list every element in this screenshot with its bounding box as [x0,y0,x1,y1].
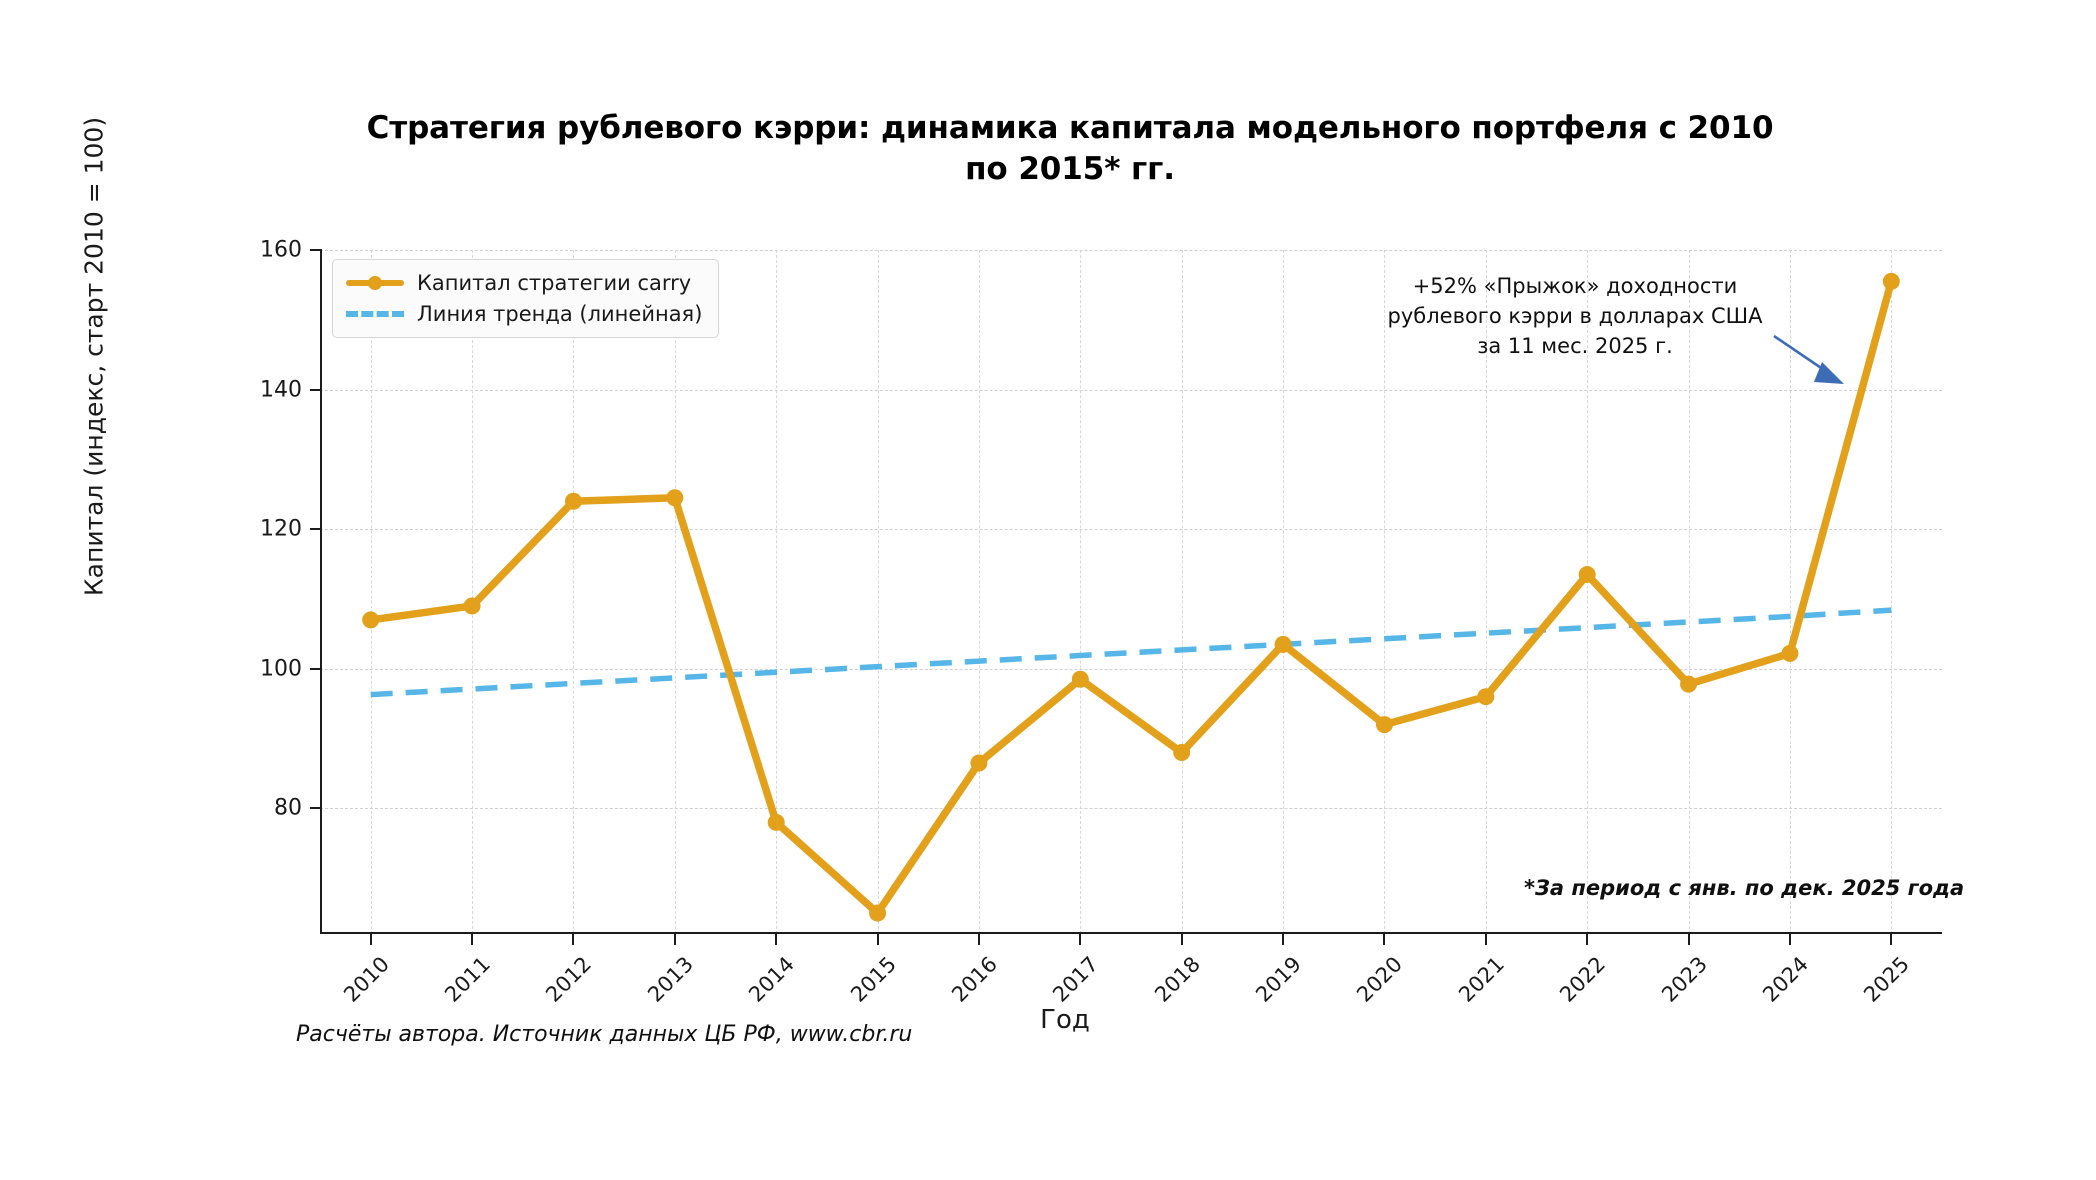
gridline-vertical [1789,250,1791,934]
x-tick-mark [673,934,676,945]
x-axis-label: Год [0,1005,2096,1035]
gridline-vertical [573,250,575,934]
data-point-marker[interactable] [1781,644,1799,662]
data-point-marker[interactable] [869,904,887,922]
gridline-vertical [978,250,980,934]
legend-item-carry[interactable]: Капитал стратегии carry [346,271,702,295]
legend-item-trend[interactable]: Линия тренда (линейная) [346,302,702,326]
x-axis-line [320,932,1942,934]
data-point-marker[interactable] [767,813,785,831]
data-point-marker[interactable] [1173,744,1191,762]
plot-area [320,250,1942,934]
y-tick-mark [310,667,322,670]
y-tick-mark [310,249,322,251]
x-tick-mark [1586,934,1589,945]
data-point-marker[interactable] [1882,272,1900,290]
source-note: Расчёты автора. Источник данных ЦБ РФ, w… [296,1022,913,1047]
y-tick-label: 140 [260,377,302,403]
gridline-vertical [1181,250,1183,934]
x-tick-mark [1484,934,1487,945]
series-overlay [362,272,1900,922]
data-point-marker[interactable] [1578,566,1596,584]
gridline-vertical [1080,250,1082,934]
data-point-marker[interactable] [564,492,582,510]
gridline-vertical [472,250,474,934]
gridline-vertical [776,250,778,934]
gridline-horizontal [320,808,1942,810]
gridline-vertical [877,250,879,934]
data-point-marker[interactable] [1375,716,1393,734]
gridline-vertical [1891,250,1893,934]
data-point-marker[interactable] [666,489,684,507]
gridline-vertical [1384,250,1386,934]
arrow-down-right-icon [1773,334,1844,384]
data-point-marker[interactable] [463,597,481,615]
x-tick-mark [876,934,879,945]
gridline-horizontal [320,250,1942,251]
y-tick-label: 160 [260,237,302,263]
x-tick-mark [977,934,980,945]
x-tick-mark [1079,934,1082,945]
x-tick-mark [1890,934,1893,945]
data-point-marker[interactable] [970,754,988,772]
gridline-vertical [674,250,676,934]
gridline-vertical [1485,250,1487,934]
x-tick-mark [1180,934,1183,945]
y-axis-label: Капитал (индекс, старт 2010 = 100) [79,116,109,597]
x-tick-mark [775,934,778,945]
x-tick-mark [1282,934,1285,945]
gridline-horizontal [320,389,1942,391]
footnote-asterisk: *За период с янв. по дек. 2025 года [1524,876,1965,900]
x-tick-mark [1383,934,1386,945]
legend-label-carry: Капитал стратегии carry [417,271,692,295]
x-tick-mark [572,934,575,945]
y-tick-label: 80 [274,795,302,821]
gridline-horizontal [320,668,1942,670]
gridline-vertical [1587,250,1589,934]
y-tick-label: 100 [260,656,302,682]
gridline-vertical [1283,250,1285,934]
gridline-vertical [1688,250,1690,934]
x-tick-mark [1687,934,1690,945]
data-point-marker[interactable] [1274,635,1292,653]
legend-line-icon [346,274,404,292]
legend-label-trend: Линия тренда (линейная) [417,302,703,326]
y-tick-mark [310,388,322,391]
y-tick-label: 120 [260,516,302,542]
data-point-marker[interactable] [1680,675,1698,693]
legend: Капитал стратегии carry Линия тренда (ли… [332,259,720,338]
x-axis-label-text: Год [1040,1005,1090,1035]
y-tick-mark [310,807,322,810]
legend-dashed-line-icon [346,305,404,323]
y-axis-line [320,250,322,934]
gridline-horizontal [320,529,1942,531]
page-title: Стратегия рублевого кэрри: динамика капи… [366,110,1774,188]
series-line-carry [366,277,1896,917]
gridline-vertical [370,250,372,934]
annotation-text: +52% «Прыжок» доходности рублевого кэрри… [1387,274,1763,358]
x-tick-mark [1788,934,1791,945]
x-tick-mark [369,934,372,945]
y-tick-mark [310,528,322,531]
data-point-marker[interactable] [1477,688,1495,706]
data-point-marker[interactable] [362,611,380,629]
data-point-marker[interactable] [1071,670,1089,688]
x-tick-mark [471,934,474,945]
